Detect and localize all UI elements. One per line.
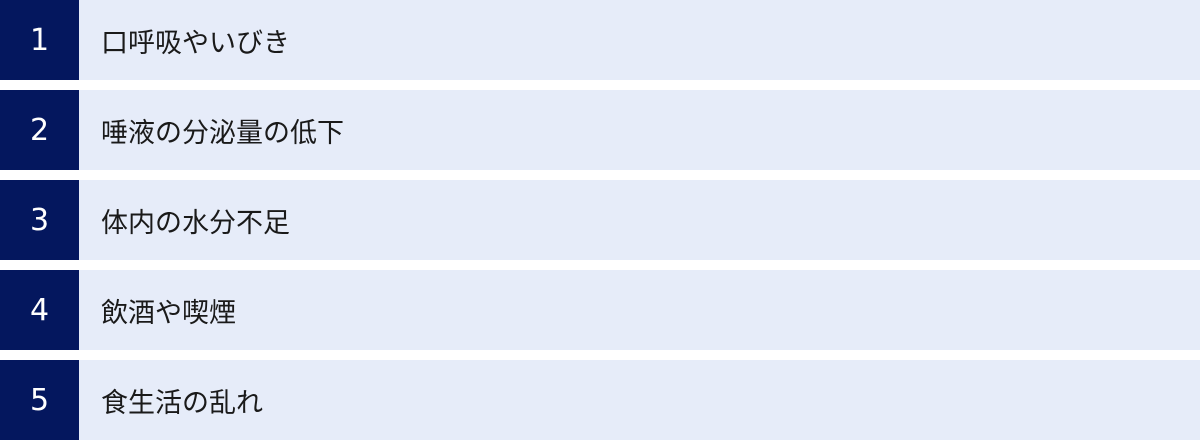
list-item: 2 唾液の分泌量の低下 [0, 90, 1200, 170]
item-label: 食生活の乱れ [79, 360, 1200, 440]
list-item: 5 食生活の乱れ [0, 360, 1200, 440]
item-number: 1 [0, 0, 79, 80]
item-label: 飲酒や喫煙 [79, 270, 1200, 350]
item-label: 体内の水分不足 [79, 180, 1200, 260]
item-number: 5 [0, 360, 79, 440]
list-item: 1 口呼吸やいびき [0, 0, 1200, 80]
item-label: 唾液の分泌量の低下 [79, 90, 1200, 170]
item-number: 2 [0, 90, 79, 170]
item-number: 3 [0, 180, 79, 260]
item-label: 口呼吸やいびき [79, 0, 1200, 80]
list-item: 4 飲酒や喫煙 [0, 270, 1200, 350]
list-item: 3 体内の水分不足 [0, 180, 1200, 260]
item-number: 4 [0, 270, 79, 350]
